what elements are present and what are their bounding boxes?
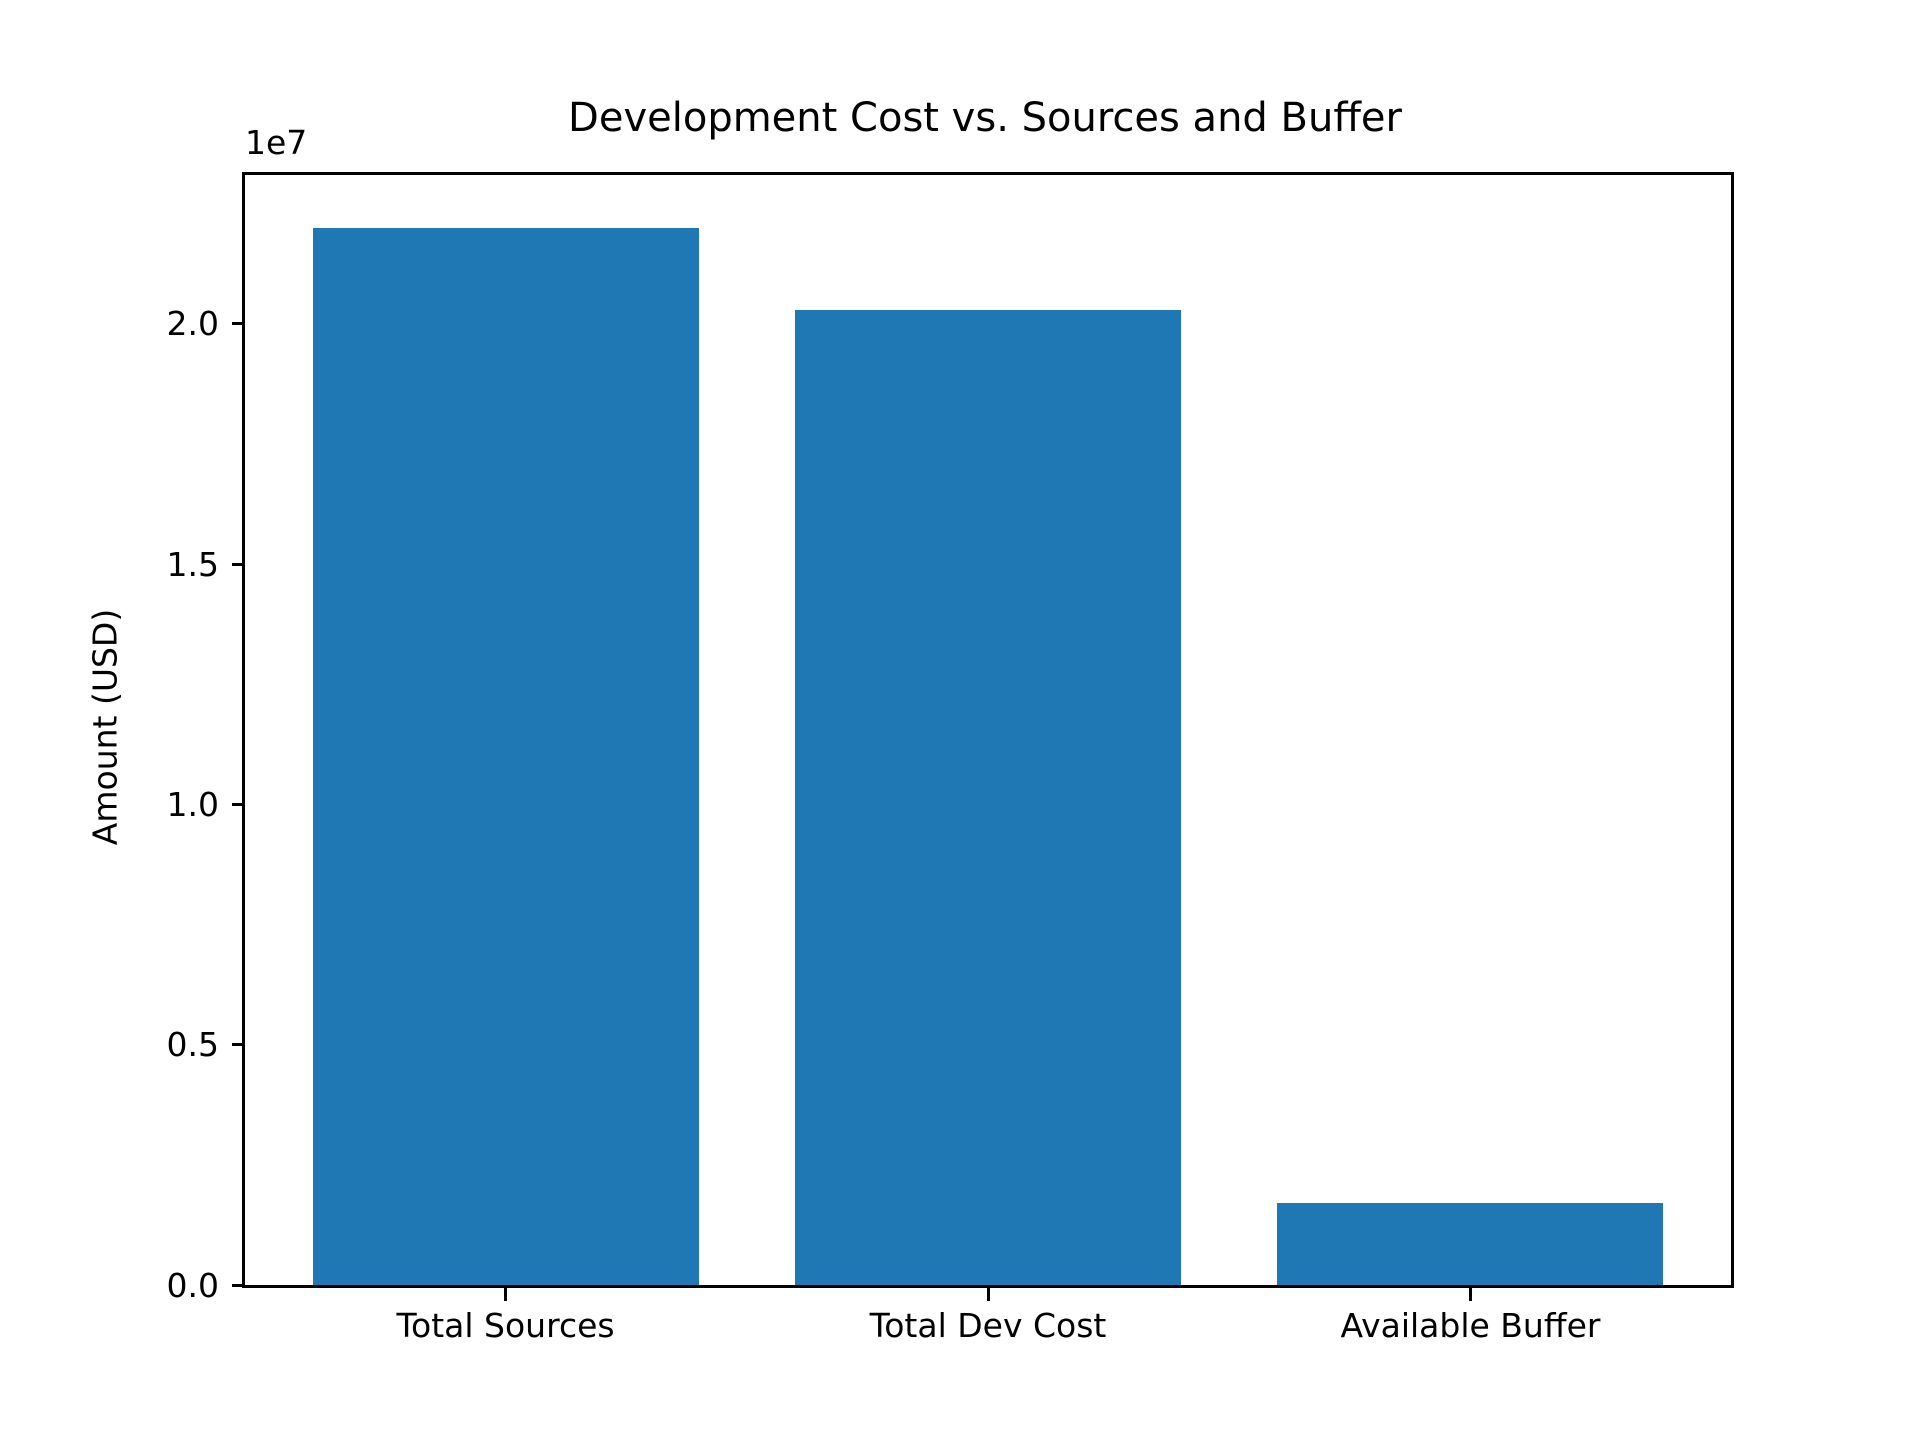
x-tick-mark — [504, 1288, 508, 1301]
x-tick-label: Total Sources — [396, 1306, 615, 1345]
x-tick-mark — [1468, 1288, 1472, 1301]
y-axis-offset-text: 1e7 — [245, 123, 308, 162]
y-tick-label: 1.5 — [166, 544, 219, 584]
y-axis-label: Amount (USD) — [85, 608, 125, 846]
y-tick-label: 2.0 — [166, 304, 219, 344]
y-tick-mark — [232, 1283, 245, 1287]
plot-area: 0.0 0.5 1.0 1.5 2.0 Total Sources Total Dev C… — [167, 172, 1734, 1342]
bar-available-buffer — [1277, 1203, 1664, 1285]
y-tick-label: 1.0 — [166, 784, 219, 824]
chart-title: Development Cost vs. Sources and Buffer — [568, 95, 1402, 141]
x-tick-label: Total Dev Cost — [869, 1306, 1107, 1345]
y-tick-label: 0.0 — [166, 1265, 219, 1305]
x-tick-label: Available Buffer — [1340, 1306, 1601, 1345]
x-tick-mark — [986, 1288, 990, 1301]
y-tick-mark — [232, 802, 245, 806]
y-tick-mark — [232, 1043, 245, 1047]
y-tick-mark — [232, 562, 245, 566]
bar-total-sources — [312, 227, 699, 1285]
y-tick-label: 0.5 — [166, 1025, 219, 1065]
y-tick-mark — [232, 322, 245, 326]
bar-total-dev-cost — [795, 309, 1181, 1285]
